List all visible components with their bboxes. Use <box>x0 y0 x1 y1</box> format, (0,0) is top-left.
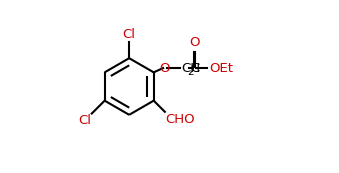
Text: Cl: Cl <box>123 28 136 41</box>
Text: CH: CH <box>181 62 200 75</box>
Text: O: O <box>189 36 200 49</box>
Text: C: C <box>190 62 199 75</box>
Text: Cl: Cl <box>78 114 91 127</box>
Text: CHO: CHO <box>166 113 195 126</box>
Text: OEt: OEt <box>209 62 233 75</box>
Text: O: O <box>160 62 170 75</box>
Text: 2: 2 <box>187 67 194 77</box>
